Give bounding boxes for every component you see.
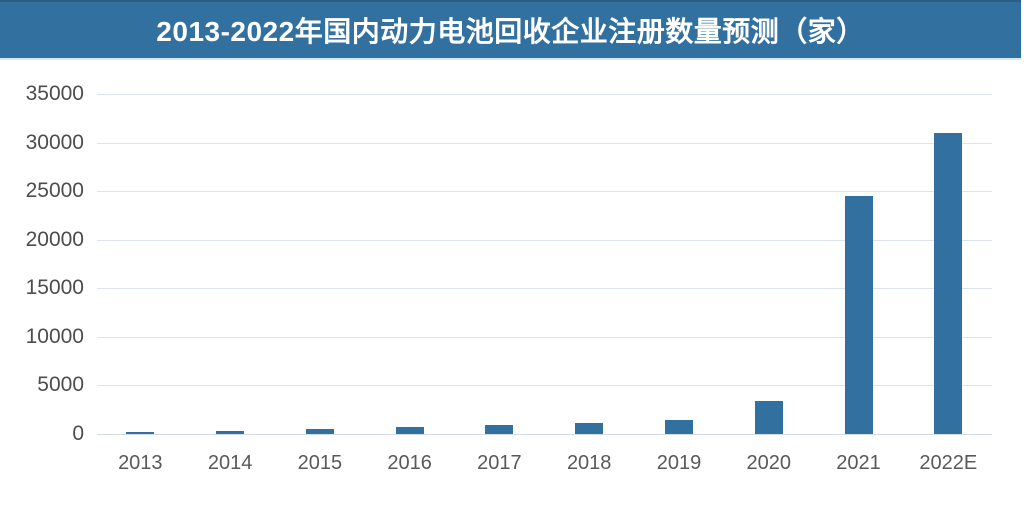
y-tick-label-10000: 10000 [25, 324, 84, 348]
y-tick-label-20000: 20000 [25, 227, 84, 251]
x-tick-label-2016: 2016 [387, 452, 432, 474]
gridline-10000 [97, 336, 992, 338]
bar-chart: 0 5000 10000 15000 20000 25000 30000 35000 2013… [0, 60, 1024, 519]
x-tick-label-2015: 2015 [297, 452, 343, 474]
y-tick-label-15000: 15000 [25, 276, 84, 300]
bar-2019 [664, 420, 693, 434]
gridline-15000 [97, 288, 992, 290]
bar-2020 [754, 400, 783, 434]
x-tick-label-2018: 2018 [566, 452, 612, 474]
gridline-35000 [97, 94, 992, 95]
x-tick-label-2019: 2019 [656, 452, 702, 474]
chart-title: 2013-2022年国内动力电池回收企业注册数量预测（家） [156, 16, 865, 47]
x-tick-label-2021: 2021 [836, 452, 881, 474]
y-tick-label-5000: 5000 [37, 373, 84, 397]
x-tick-label-2017: 2017 [477, 452, 522, 474]
bar-2021 [844, 196, 873, 434]
x-tick-label-2014: 2014 [207, 452, 253, 474]
bar-2018 [575, 423, 604, 434]
y-axis: 0 5000 10000 15000 20000 25000 30000 35000 [0, 83, 84, 445]
x-tick-label-2020: 2020 [746, 452, 792, 474]
bar-2017 [485, 424, 514, 434]
gridline-30000 [97, 142, 992, 144]
bar-2014 [216, 430, 245, 434]
gridline-0 [97, 434, 992, 435]
y-tick-label-30000: 30000 [25, 130, 84, 154]
x-tick-label-2022E: 2022E [919, 452, 978, 474]
y-tick-label-0: 0 [72, 422, 84, 445]
bar-2016 [395, 427, 424, 434]
bar-2022E [934, 132, 963, 434]
bar-2013 [126, 432, 155, 434]
chart-title-banner: 2013-2022年国内动力电池回收企业注册数量预测（家） [0, 0, 1021, 60]
bar-2015 [305, 429, 334, 434]
y-tick-label-25000: 25000 [25, 179, 84, 203]
gridline-5000 [97, 385, 992, 387]
gridline-20000 [97, 239, 992, 241]
plot-area: 2013 2014 2015 2016 2017 2018 2019 2020 2021 2022… [97, 94, 992, 474]
y-tick-label-35000: 35000 [25, 82, 84, 105]
gridline-25000 [97, 191, 992, 193]
x-tick-label-2013: 2013 [118, 452, 163, 474]
